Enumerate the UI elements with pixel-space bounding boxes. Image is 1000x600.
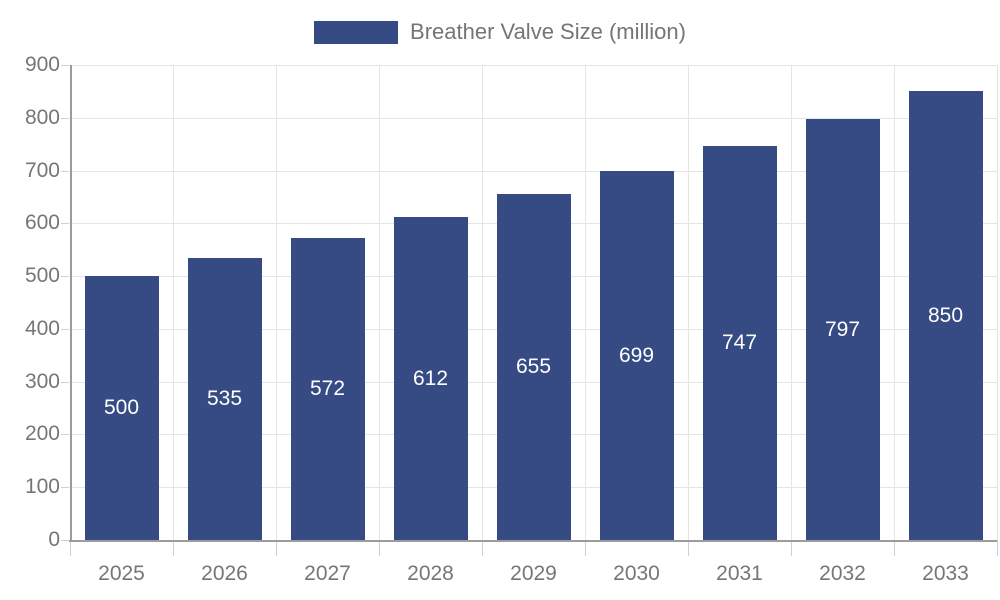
- x-axis-label: 2025: [98, 562, 145, 585]
- bar-value-label: 572: [309, 377, 346, 401]
- x-axis-label: 2029: [510, 562, 557, 585]
- v-gridline: [482, 65, 483, 540]
- x-axis-label: 2032: [819, 562, 866, 585]
- bar[interactable]: [702, 145, 777, 540]
- h-gridline: [70, 65, 997, 66]
- x-axis-label: 2028: [407, 562, 454, 585]
- bar[interactable]: [290, 238, 365, 540]
- y-axis-label: 300: [24, 369, 60, 393]
- y-axis-tick: [61, 65, 69, 66]
- h-gridline: [70, 117, 997, 119]
- x-axis-tick: [791, 540, 792, 556]
- legend-label: Breather Valve Size (million): [410, 19, 686, 44]
- h-gridline: [70, 170, 997, 172]
- bar[interactable]: [84, 276, 159, 540]
- x-axis-tick: [379, 540, 380, 556]
- y-axis-label: 0: [48, 528, 60, 551]
- y-axis-line: [70, 65, 72, 540]
- v-gridline: [585, 65, 586, 540]
- v-gridline: [379, 65, 380, 540]
- y-axis-tick: [61, 434, 69, 436]
- bar-value-label: 699: [618, 343, 655, 367]
- bar[interactable]: [496, 194, 571, 540]
- bar[interactable]: [187, 257, 262, 540]
- x-axis-tick: [173, 540, 174, 556]
- bar[interactable]: [805, 119, 880, 540]
- v-gridline: [173, 65, 174, 540]
- bar[interactable]: [393, 217, 468, 540]
- y-axis-tick: [61, 328, 69, 330]
- y-axis-tick: [61, 381, 69, 383]
- x-axis-tick: [688, 540, 689, 556]
- y-axis-tick: [61, 223, 69, 225]
- bar-value-label: 535: [206, 386, 243, 410]
- x-axis-line: [69, 540, 997, 542]
- v-gridline: [791, 65, 792, 540]
- x-axis-tick: [482, 540, 483, 556]
- bar-value-label: 850: [927, 303, 964, 327]
- bar[interactable]: [599, 171, 674, 540]
- v-gridline: [997, 65, 998, 540]
- x-axis-tick: [276, 540, 277, 556]
- y-axis-label: 100: [24, 475, 60, 499]
- x-axis-tick: [997, 540, 998, 556]
- y-axis-label: 500: [24, 264, 60, 288]
- y-axis-label: 400: [24, 316, 60, 340]
- bar-value-label: 612: [412, 366, 449, 390]
- legend[interactable]: Breather Valve Size (million): [0, 16, 1000, 48]
- bar-value-label: 500: [103, 396, 140, 420]
- x-axis-label: 2031: [716, 562, 763, 585]
- y-axis-label: 800: [24, 105, 60, 129]
- x-axis-label: 2026: [201, 562, 248, 585]
- v-gridline: [894, 65, 895, 540]
- x-axis-tick: [894, 540, 895, 556]
- y-axis-tick: [61, 117, 69, 119]
- x-axis-label: 2033: [922, 562, 969, 585]
- bar-value-label: 797: [824, 317, 861, 341]
- y-axis-label: 600: [24, 211, 60, 235]
- y-axis-tick: [61, 170, 69, 172]
- x-axis-tick: [585, 540, 586, 556]
- y-axis-tick: [61, 487, 69, 489]
- v-gridline: [276, 65, 277, 540]
- y-axis-tick: [61, 276, 69, 278]
- bar[interactable]: [908, 91, 983, 540]
- legend-swatch: [314, 20, 399, 44]
- x-axis-label: 2027: [304, 562, 351, 585]
- y-axis-label: 200: [24, 422, 60, 446]
- x-axis-label: 2030: [613, 562, 660, 585]
- bar-value-label: 655: [515, 355, 552, 379]
- x-axis-tick: [70, 540, 71, 556]
- v-gridline: [688, 65, 689, 540]
- y-axis-tick: [61, 540, 69, 541]
- bar-value-label: 747: [721, 330, 758, 354]
- y-axis-label: 700: [24, 158, 60, 182]
- y-axis-label: 900: [24, 53, 60, 76]
